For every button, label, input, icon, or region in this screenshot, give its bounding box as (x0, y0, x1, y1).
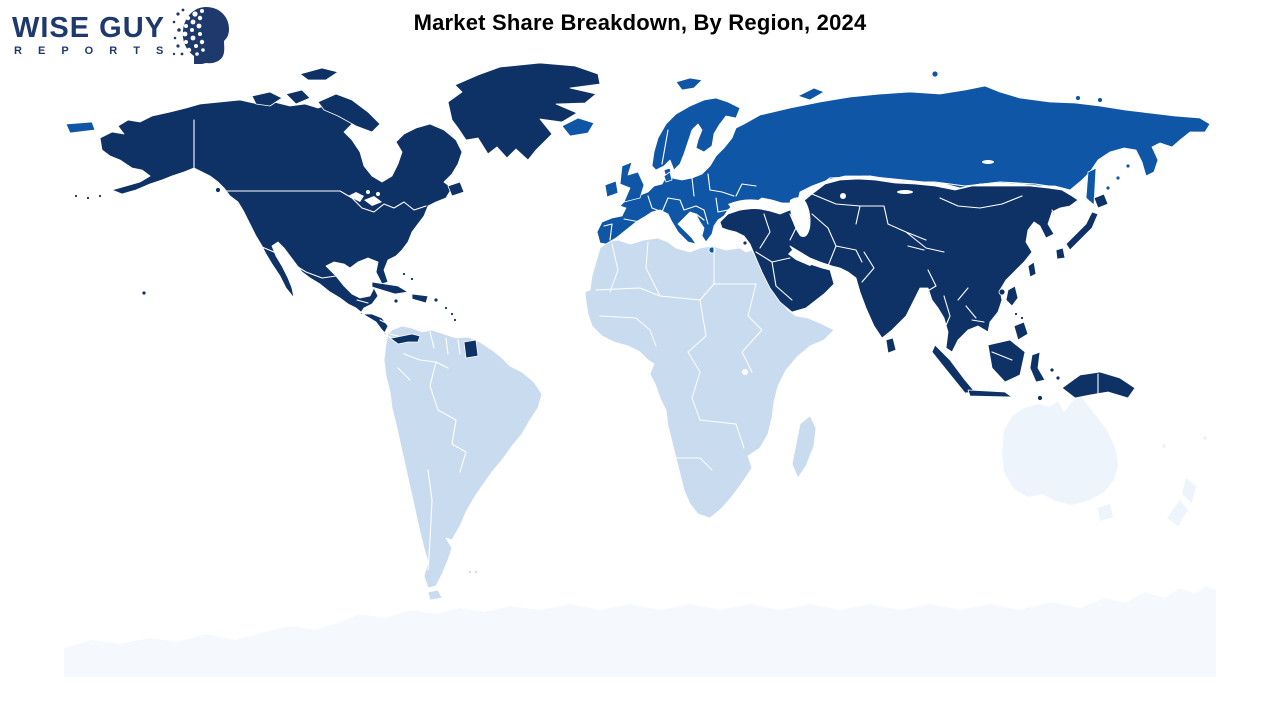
region-antarctica (64, 586, 1216, 677)
logo-head-icon (172, 7, 229, 64)
region-south-america (383, 325, 543, 601)
madagascar (791, 415, 817, 479)
jamaica (393, 298, 399, 304)
wise-guy-reports-logo: WISE GUY R E P O R T S (12, 4, 234, 66)
tasmania (1098, 504, 1113, 521)
new-zealand-south (1167, 500, 1188, 526)
philippines-luzon (1005, 285, 1019, 307)
aral-sea (840, 193, 846, 199)
ireland (604, 180, 619, 198)
new-zealand-north (1182, 478, 1196, 503)
persian-gulf (788, 250, 816, 266)
region-europe-russia (65, 70, 1211, 254)
sulawesi (1029, 351, 1046, 383)
logo-wordmark: WISE GUY (12, 11, 166, 44)
newfoundland (447, 181, 465, 197)
australia (1002, 394, 1118, 505)
lake-baikal (982, 160, 994, 164)
novaya-zemlya (797, 87, 825, 101)
tierra-del-fuego (427, 589, 443, 601)
great-britain (619, 161, 645, 203)
country-borders (193, 119, 1099, 571)
chukotka-far-left (65, 121, 96, 134)
lake-balkhash (897, 190, 913, 194)
philippines-mindanao (1013, 321, 1029, 341)
south-america-mainland (383, 325, 543, 589)
puerto-rico (433, 297, 439, 303)
greenland (447, 62, 601, 161)
victoria-island (251, 91, 283, 107)
vancouver-island (215, 187, 221, 193)
logo-text: WISE GUY R E P O R T S (12, 11, 170, 57)
banks-island (285, 89, 311, 105)
sakhalin (1085, 167, 1097, 206)
africa-mainland (584, 237, 835, 519)
japan-honshu (1065, 211, 1099, 251)
page-title: Market Share Breakdown, By Region, 2024 (413, 10, 867, 35)
iceland (561, 117, 595, 137)
hispaniola (411, 293, 429, 304)
french-guiana (463, 339, 479, 359)
lake-victoria (742, 369, 748, 375)
europe-russia-mainland (596, 85, 1211, 245)
ellesmere-island (299, 67, 339, 81)
region-africa (584, 237, 835, 519)
scandinavia (651, 97, 741, 171)
baffin-island (317, 93, 381, 133)
borneo (987, 339, 1026, 383)
hainan (998, 288, 1006, 296)
java (967, 389, 1013, 398)
region-north-america (74, 62, 601, 359)
sumatra (931, 344, 976, 394)
logo-subtitle: R E P O R T S (14, 44, 170, 57)
timor (1037, 395, 1043, 401)
japan-hokkaido (1093, 193, 1109, 209)
sri-lanka (885, 337, 897, 354)
lakes-and-seas (348, 160, 994, 375)
north-america-mainland (99, 99, 463, 345)
hawaii (141, 290, 147, 296)
caspian-sea (789, 197, 811, 237)
denmark (663, 171, 673, 183)
svalbard (675, 77, 703, 91)
black-sea (728, 199, 776, 212)
japan-kyushu (1055, 247, 1066, 260)
region-oceania (1002, 394, 1207, 526)
cyprus (742, 240, 748, 246)
taiwan (1027, 261, 1037, 278)
cuba (371, 281, 409, 295)
great-lakes (348, 192, 382, 206)
